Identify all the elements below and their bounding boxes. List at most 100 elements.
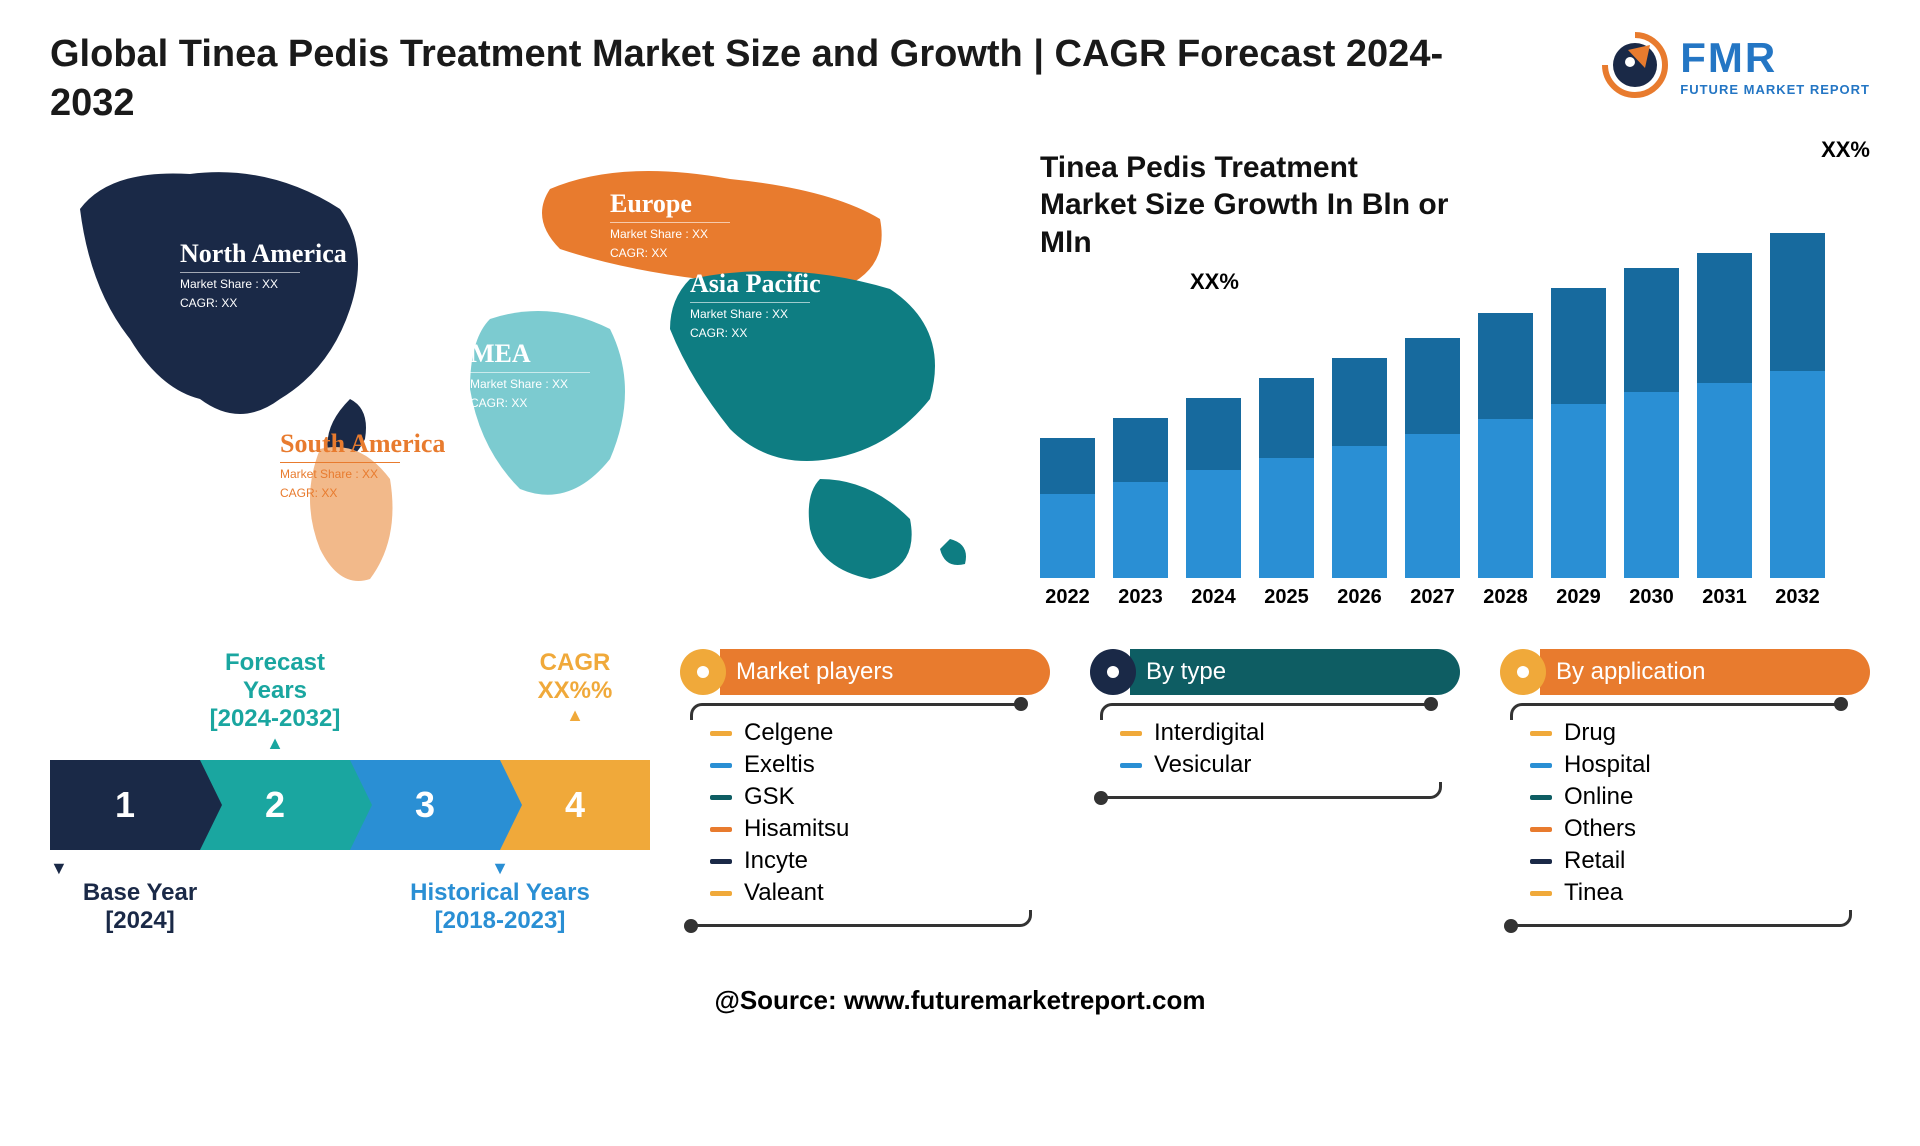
region-share: Market Share : XX [690, 306, 821, 323]
list-item: Hisamitsu [710, 815, 1030, 843]
item-label: Celgene [744, 719, 833, 747]
pill-dot-icon [1500, 649, 1546, 695]
bar-lower [1040, 494, 1095, 578]
item-label: Others [1564, 815, 1636, 843]
fmr-logo: FMR FUTURE MARKET REPORT [1600, 30, 1870, 100]
region-cagr: CAGR: XX [690, 325, 821, 342]
bracket-dot-icon [1504, 919, 1518, 933]
region-cagr: CAGR: XX [610, 245, 730, 262]
tl-bot-label: Base Year [50, 879, 230, 907]
bar-lower [1478, 419, 1533, 578]
tl-top-sub: [2024-2032] [200, 705, 350, 733]
arrow-down-icon: ▼ [350, 858, 650, 879]
dash-icon [710, 827, 732, 832]
bar-upper [1040, 438, 1095, 494]
pillar-header: By type [1090, 649, 1460, 695]
pillar-header: By application [1500, 649, 1870, 695]
bracket-dot-icon [684, 919, 698, 933]
dash-icon [1530, 795, 1552, 800]
region-share: Market Share : XX [180, 276, 347, 293]
arrow-down-icon: ▼ [50, 858, 230, 879]
bar-col: 2023 [1113, 418, 1168, 609]
logo-icon [1600, 30, 1670, 100]
dash-icon [1530, 763, 1552, 768]
pillar-section: By type InterdigitalVesicular [1090, 649, 1460, 921]
timeline-segment: 4 [500, 760, 650, 850]
tl-top-label: CAGR [500, 649, 650, 677]
bar-lower [1186, 470, 1241, 578]
region-name: South America [280, 429, 445, 459]
arrow-down-icon: ▲ [500, 705, 650, 726]
item-list: CelgeneExeltisGSKHisamitsuIncyteValeant [710, 719, 1030, 907]
bar-upper [1332, 358, 1387, 446]
bar-lower [1551, 404, 1606, 578]
arrow-down-icon: ▲ [200, 733, 350, 754]
region-label: North America Market Share : XX CAGR: XX [180, 239, 347, 312]
list-item: Online [1530, 783, 1850, 811]
item-label: Drug [1564, 719, 1616, 747]
bar-label: 2025 [1264, 586, 1309, 609]
dash-icon [710, 859, 732, 864]
region-cagr: CAGR: XX [280, 485, 445, 502]
pill-dot-icon [1090, 649, 1136, 695]
page-title: Global Tinea Pedis Treatment Market Size… [50, 30, 1450, 129]
list-item: Tinea [1530, 879, 1850, 907]
region-cagr: CAGR: XX [470, 395, 590, 412]
bar-lower [1405, 434, 1460, 578]
bar-col: 2030 [1624, 268, 1679, 609]
timeline-segment: 1 [50, 760, 200, 850]
tl-top-label: Forecast Years [200, 649, 350, 705]
segment-num: 2 [265, 784, 285, 826]
growth-chart: Tinea Pedis Treatment Market Size Growth… [1040, 149, 1870, 610]
region-label: South America Market Share : XX CAGR: XX [280, 429, 445, 502]
source-text: @Source: www.futuremarketreport.com [50, 985, 1870, 1016]
bar-label: 2026 [1337, 586, 1382, 609]
bar-upper [1186, 398, 1241, 470]
bracket-dot-icon [1014, 697, 1028, 711]
timeline-segment: 2 [200, 760, 350, 850]
item-label: Online [1564, 783, 1633, 811]
bar-label: 2024 [1191, 586, 1236, 609]
item-list: DrugHospitalOnlineOthersRetailTinea [1530, 719, 1850, 907]
bar-upper [1770, 233, 1825, 371]
bar-upper [1551, 288, 1606, 404]
bracket: InterdigitalVesicular [1090, 695, 1460, 793]
bar-label: 2032 [1775, 586, 1820, 609]
list-item: Interdigital [1120, 719, 1440, 747]
item-label: GSK [744, 783, 795, 811]
region-name: Asia Pacific [690, 269, 821, 299]
bar-col: 2024 [1186, 398, 1241, 609]
bar-col: 2027 [1405, 338, 1460, 609]
bracket-dot-icon [1834, 697, 1848, 711]
bar-lower [1697, 383, 1752, 578]
region-label: Asia Pacific Market Share : XX CAGR: XX [690, 269, 821, 342]
item-label: Tinea [1564, 879, 1623, 907]
bracket-dot-icon [1094, 791, 1108, 805]
item-label: Valeant [744, 879, 824, 907]
bar-col: 2029 [1551, 288, 1606, 609]
list-item: Valeant [710, 879, 1030, 907]
tl-bot-sub: [2024] [50, 907, 230, 935]
list-item: Drug [1530, 719, 1850, 747]
item-list: InterdigitalVesicular [1120, 719, 1440, 779]
list-item: Celgene [710, 719, 1030, 747]
logo-text-main: FMR [1680, 34, 1870, 82]
pill-body: Market players [720, 649, 1050, 695]
item-label: Exeltis [744, 751, 815, 779]
region-label: MEA Market Share : XX CAGR: XX [470, 339, 590, 412]
bar-lower [1113, 482, 1168, 578]
header: Global Tinea Pedis Treatment Market Size… [50, 30, 1870, 129]
dash-icon [710, 731, 732, 736]
pillar-title: Market players [736, 658, 893, 686]
pillar-title: By application [1556, 658, 1705, 686]
dash-icon [1120, 763, 1142, 768]
list-item: Others [1530, 815, 1850, 843]
bar-lower [1770, 371, 1825, 578]
bar-col: 2025 [1259, 378, 1314, 609]
dash-icon [710, 763, 732, 768]
bars: 2022 2023 2024 2025 2026 2027 2028 2029 … [1040, 269, 1870, 609]
list-item: GSK [710, 783, 1030, 811]
pillar-header: Market players [680, 649, 1050, 695]
bar-label: 2030 [1629, 586, 1674, 609]
bar-upper [1697, 253, 1752, 383]
